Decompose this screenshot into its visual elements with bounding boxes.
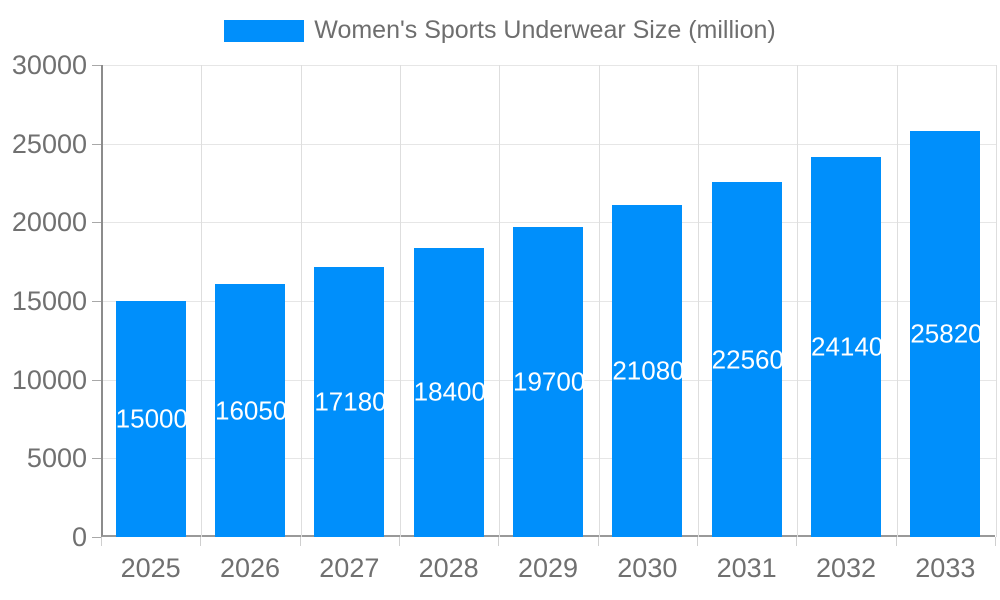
x-axis-tick-label: 2028 <box>418 553 479 583</box>
x-tick-mark <box>498 537 500 546</box>
y-tick-mark <box>92 379 101 381</box>
legend: Women's Sports Underwear Size (million) <box>0 16 1000 45</box>
x-tick-mark <box>200 537 202 546</box>
x-axis-tick-label: 2029 <box>517 553 579 583</box>
v-gridline <box>996 65 997 537</box>
legend-swatch <box>224 19 305 42</box>
x-axis-tick-label: 2025 <box>120 553 181 583</box>
bar-value-label: 25820 <box>910 318 983 349</box>
bar-value-label: 17180 <box>314 386 387 417</box>
x-axis-tick-label: 2026 <box>219 553 281 583</box>
y-axis-tick-label: 15000 <box>11 286 87 316</box>
y-tick-mark <box>92 458 101 460</box>
h-gridline <box>103 222 997 224</box>
y-axis-tick-label: 25000 <box>11 128 87 159</box>
y-tick-mark <box>92 222 101 224</box>
y-tick-mark <box>92 537 101 538</box>
v-gridline <box>300 65 302 537</box>
v-gridline <box>499 65 501 537</box>
bar-2026: 16050 <box>215 284 288 537</box>
x-axis-tick-label: 2027 <box>319 553 380 583</box>
x-tick-mark <box>995 537 996 546</box>
y-axis-tick-label: 30000 <box>11 50 87 80</box>
x-tick-mark <box>299 537 301 546</box>
v-gridline <box>598 65 600 537</box>
x-tick-mark <box>697 537 698 546</box>
bar-value-label: 16050 <box>215 395 288 426</box>
y-axis-tick-label: 5000 <box>26 443 87 474</box>
bar-value-label: 19700 <box>513 366 586 397</box>
x-tick-mark <box>101 537 102 546</box>
bar-value-label: 21080 <box>612 355 685 386</box>
bar-2031: 22560 <box>711 182 784 537</box>
v-gridline <box>201 65 203 537</box>
h-gridline <box>103 65 997 66</box>
v-gridline <box>698 65 699 537</box>
y-axis-tick-label: 10000 <box>11 364 87 395</box>
x-tick-mark <box>597 537 599 546</box>
y-tick-mark <box>92 143 101 145</box>
x-axis-tick-label: 2033 <box>915 553 976 583</box>
bar-2032: 24140 <box>811 157 884 537</box>
bar-value-label: 18400 <box>413 376 486 407</box>
x-axis-tick-label: 2031 <box>716 553 777 583</box>
h-gridline <box>103 143 997 145</box>
y-axis-tick-label: 20000 <box>11 207 87 238</box>
y-axis-tick-label: 0 <box>71 522 87 552</box>
bar-2033: 25820 <box>910 130 983 537</box>
x-tick-mark <box>895 537 897 546</box>
bar-2028: 18400 <box>413 247 486 537</box>
bar-2029: 19700 <box>513 227 586 537</box>
v-gridline <box>797 65 799 537</box>
v-gridline <box>400 65 401 537</box>
bar-value-label: 15000 <box>115 403 188 434</box>
bar-2030: 21080 <box>612 205 685 537</box>
bar-value-label: 24140 <box>811 331 884 362</box>
legend-label: Women's Sports Underwear Size (million) <box>314 16 776 44</box>
y-tick-mark <box>92 301 101 302</box>
v-gridline <box>896 65 898 537</box>
x-axis-tick-label: 2030 <box>617 553 678 583</box>
y-tick-mark <box>92 65 101 66</box>
x-tick-mark <box>399 537 400 546</box>
x-tick-mark <box>796 537 798 546</box>
bar-value-label: 22560 <box>711 344 784 375</box>
bar-2025: 15000 <box>115 301 188 537</box>
x-axis-tick-label: 2032 <box>815 553 877 583</box>
bar-2027: 17180 <box>314 266 387 537</box>
